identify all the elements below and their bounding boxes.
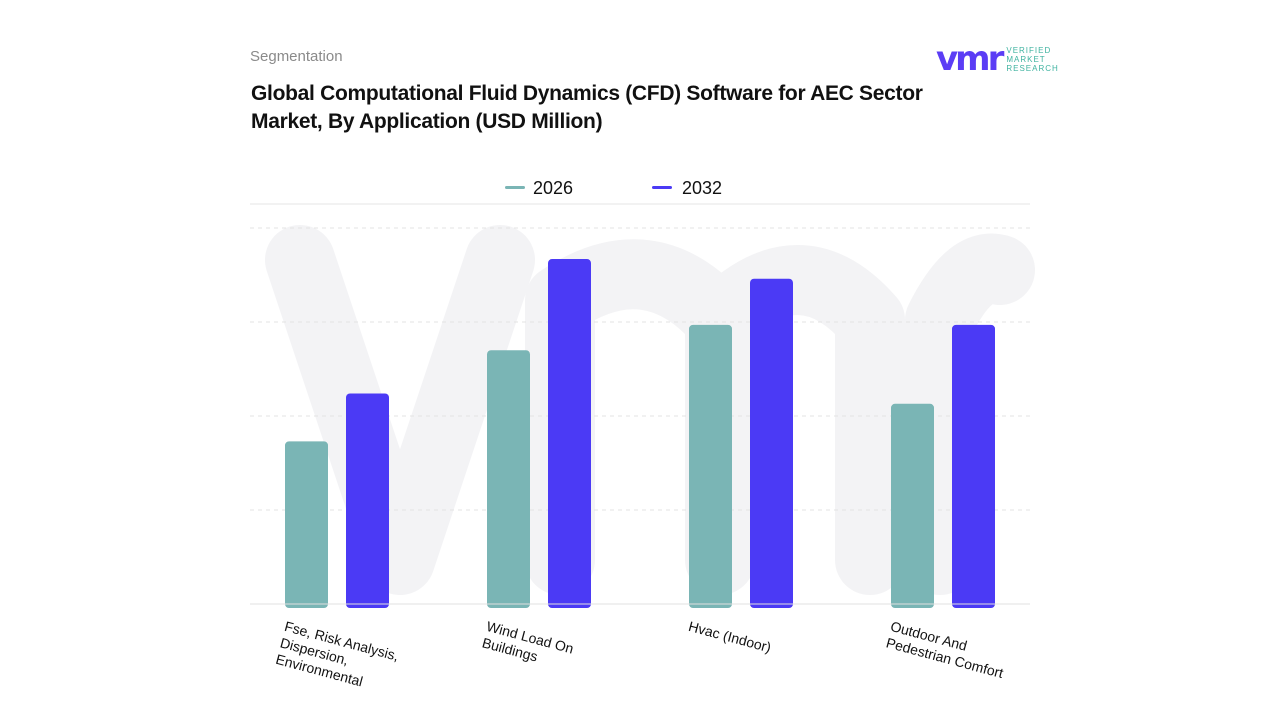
chart-title: Global Computational Fluid Dynamics (CFD… (251, 82, 923, 133)
bar-2026-0 (285, 441, 328, 608)
legend-label-2032: 2032 (682, 178, 723, 198)
legend-swatch-2026 (505, 186, 525, 189)
bar-2032-2 (750, 278, 793, 608)
legend-swatch-2032 (652, 186, 672, 189)
bar-2026-3 (891, 403, 934, 608)
logo-mark: vmr (936, 39, 1004, 79)
logo-text-line: VERIFIED (1006, 45, 1052, 55)
bar-2032-3 (952, 324, 995, 608)
logo-text-line: MARKET (1006, 54, 1046, 64)
legend-label-2026: 2026 (533, 178, 574, 198)
logo-text-line: RESEARCH (1006, 63, 1059, 73)
segment-label: Segmentation (250, 48, 343, 65)
logo: vmr VERIFIED MARKET RESEARCH (936, 39, 1059, 79)
bar-2032-0 (346, 393, 389, 608)
bar-2026-2 (689, 324, 732, 608)
watermark (265, 225, 1035, 595)
logo-text: VERIFIED MARKET RESEARCH (1006, 46, 1058, 73)
bar-2032-1 (548, 259, 591, 608)
bar-2026-1 (487, 350, 530, 608)
